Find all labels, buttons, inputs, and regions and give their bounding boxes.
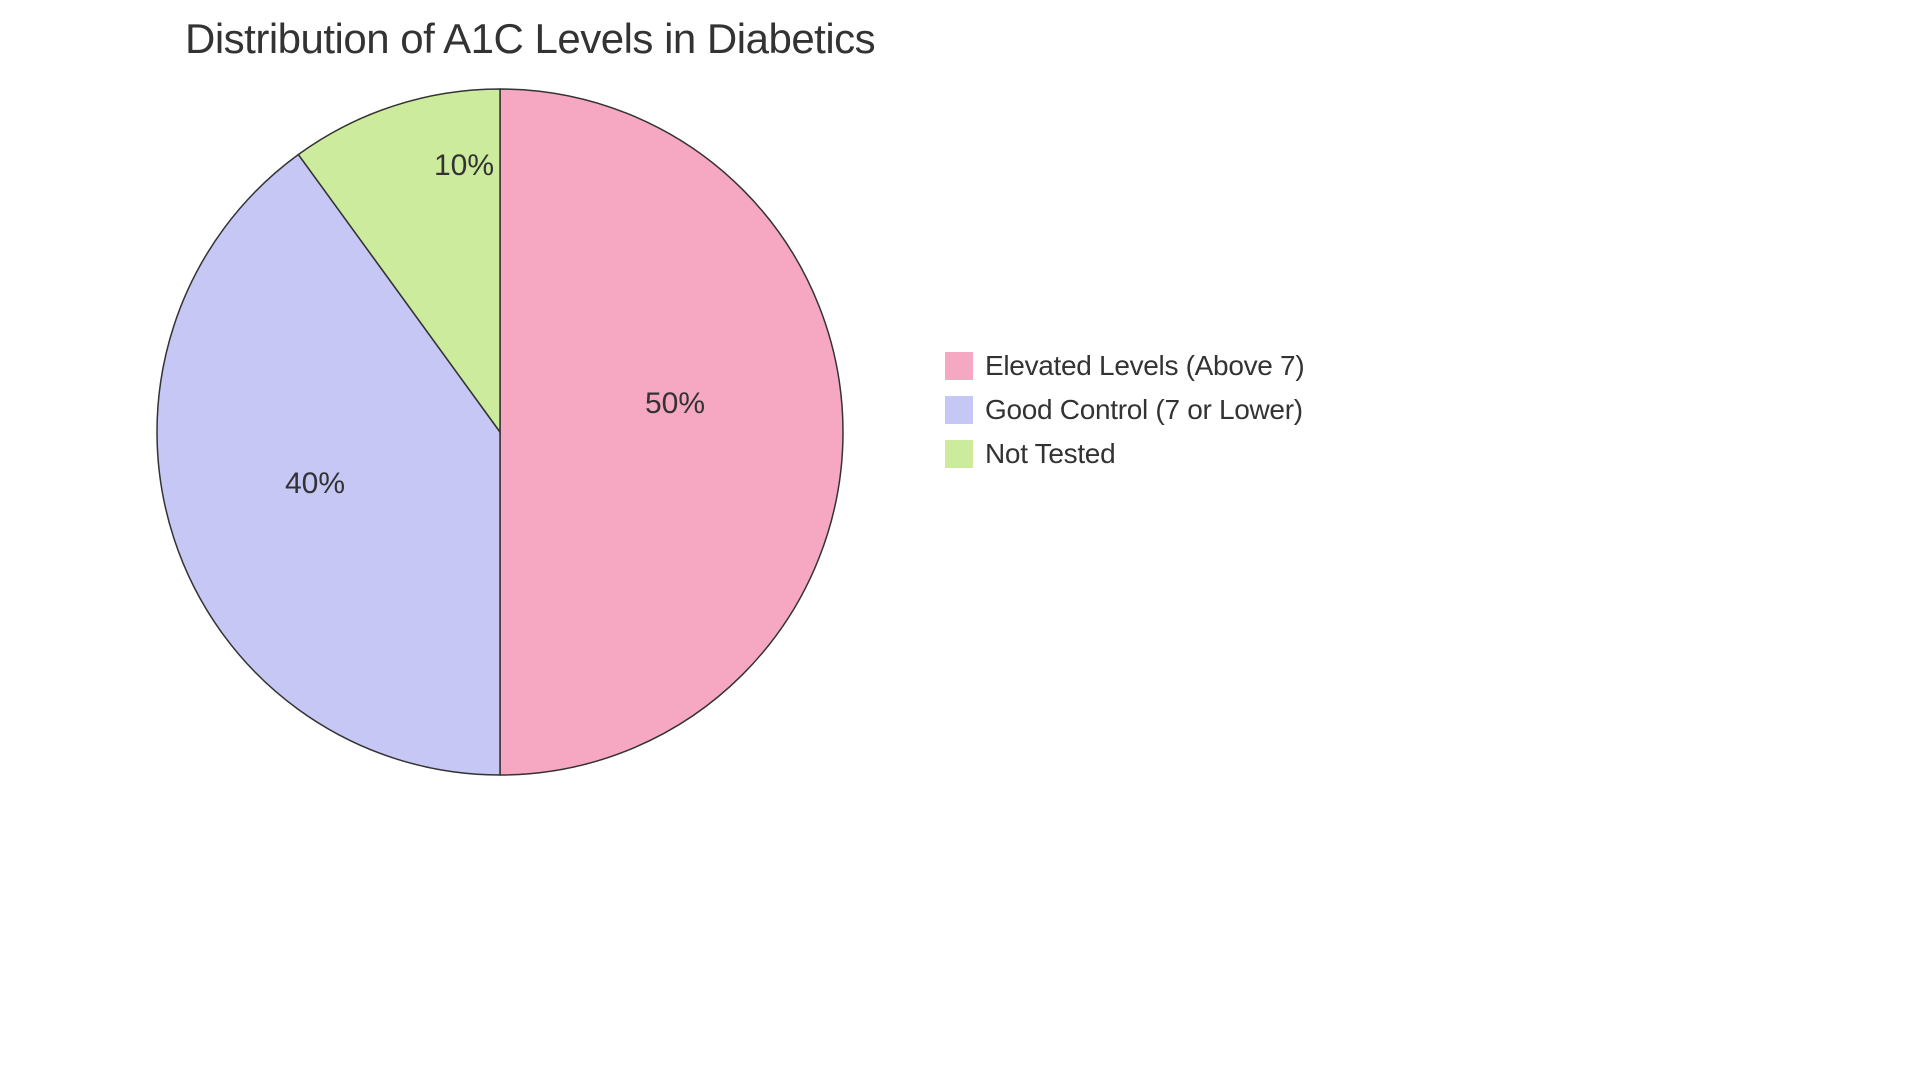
legend-swatch-2	[945, 440, 973, 468]
legend-label-2: Not Tested	[985, 438, 1115, 470]
chart-legend: Elevated Levels (Above 7) Good Control (7…	[945, 350, 1304, 470]
pie-slice-label-2: 10%	[434, 149, 494, 182]
pie-slice-0	[500, 89, 843, 775]
pie-slice-label-0: 50%	[645, 387, 705, 420]
chart-title: Distribution of A1C Levels in Diabetics	[185, 15, 875, 63]
legend-item-2: Not Tested	[945, 438, 1304, 470]
legend-label-0: Elevated Levels (Above 7)	[985, 350, 1304, 382]
pie-slice-label-1: 40%	[285, 467, 345, 500]
pie-chart: 50% 40% 10%	[130, 85, 870, 779]
legend-swatch-0	[945, 352, 973, 380]
legend-swatch-1	[945, 396, 973, 424]
legend-item-0: Elevated Levels (Above 7)	[945, 350, 1304, 382]
chart-container: Distribution of A1C Levels in Diabetics …	[0, 0, 1920, 1083]
legend-item-1: Good Control (7 or Lower)	[945, 394, 1304, 426]
legend-label-1: Good Control (7 or Lower)	[985, 394, 1303, 426]
